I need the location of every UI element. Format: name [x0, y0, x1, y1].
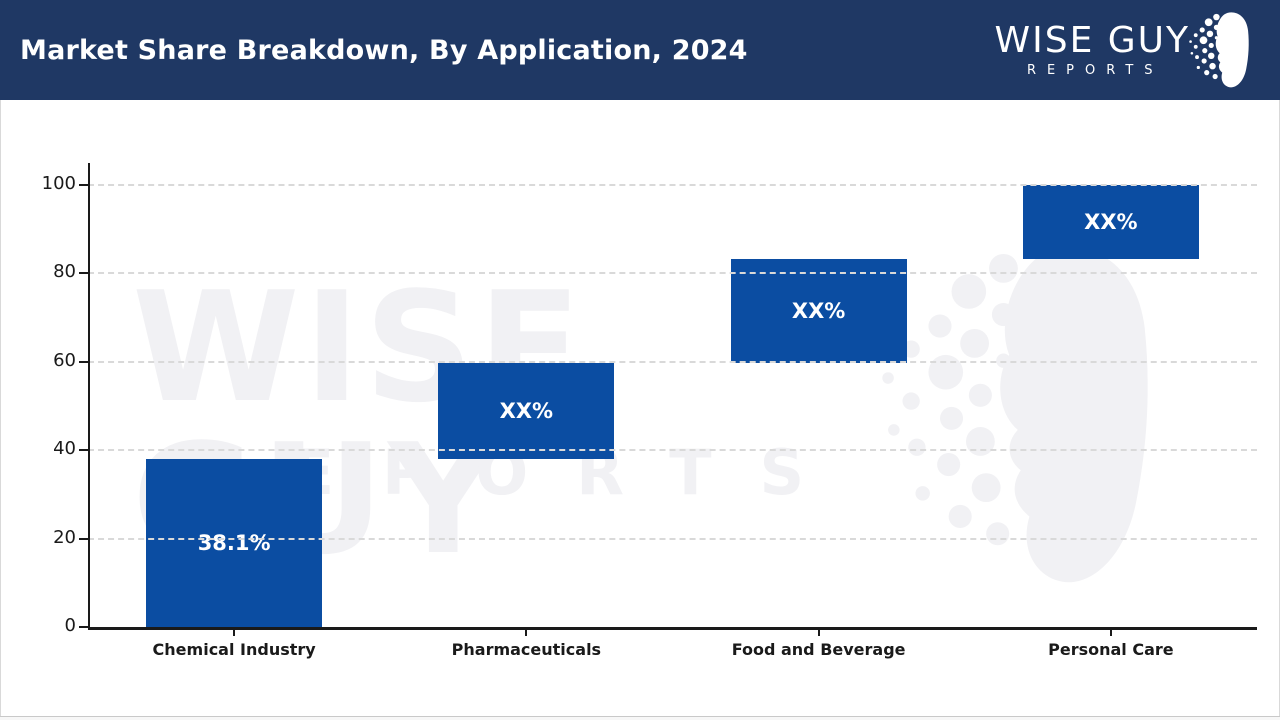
x-axis-line	[88, 627, 1257, 630]
x-category-label-pharmaceuticals: Pharmaceuticals	[451, 640, 602, 659]
y-tick-100	[79, 184, 88, 186]
bar-pharmaceuticals: XX%	[438, 363, 615, 459]
x-category-label-food-and-beverage: Food and Beverage	[731, 640, 906, 659]
y-tick-label-80: 80	[53, 261, 76, 283]
y-tick-0	[79, 626, 88, 628]
header-bar: Market Share Breakdown, By Application, …	[0, 0, 1280, 100]
gridline-100	[88, 184, 1257, 186]
brand-face-icon	[1189, 12, 1249, 88]
brand-name: WISE GUY	[994, 20, 1190, 61]
y-tick-label-60: 60	[53, 349, 76, 371]
x-tick-personal-care	[1109, 627, 1112, 636]
y-tick-label-40: 40	[53, 438, 76, 460]
y-tick-label-100: 100	[41, 173, 76, 194]
x-tick-pharmaceuticals	[525, 627, 528, 636]
bar-chemical-industry: 38.1%	[146, 458, 323, 627]
bar-value-label-food-and-beverage: XX%	[791, 299, 846, 324]
gridline-80	[88, 272, 1257, 275]
x-tick-food-and-beverage	[817, 627, 820, 636]
y-axis-line	[88, 163, 90, 629]
x-category-label-personal-care: Personal Care	[1048, 640, 1174, 659]
y-tick-20	[79, 537, 88, 540]
bar-value-label-pharmaceuticals: XX%	[499, 398, 554, 423]
brand-logo: WISE GUY REPORTS	[995, 0, 1263, 100]
bar-personal-care: XX%	[1022, 185, 1199, 260]
x-category-label-chemical-industry: Chemical Industry	[152, 640, 316, 659]
y-tick-40	[79, 449, 88, 452]
gridline-40	[88, 449, 1257, 452]
y-tick-60	[79, 360, 88, 363]
bar-value-label-chemical-industry: 38.1%	[197, 530, 271, 555]
y-tick-80	[79, 272, 88, 275]
y-tick-label-0: 0	[64, 615, 76, 636]
bar-food-and-beverage: XX%	[730, 259, 907, 364]
bar-value-label-personal-care: XX%	[1084, 210, 1138, 235]
gridline-60	[88, 360, 1257, 363]
chart-title: Market Share Breakdown, By Application, …	[20, 34, 748, 66]
bottom-divider	[0, 716, 1280, 718]
bottom-strip	[0, 717, 1280, 720]
brand-subname: REPORTS	[1026, 63, 1164, 78]
gridline-20	[88, 537, 1257, 540]
y-tick-label-20: 20	[53, 526, 76, 548]
brand-logo-text: WISE GUY REPORTS	[994, 20, 1191, 78]
x-tick-chemical-industry	[233, 627, 236, 636]
